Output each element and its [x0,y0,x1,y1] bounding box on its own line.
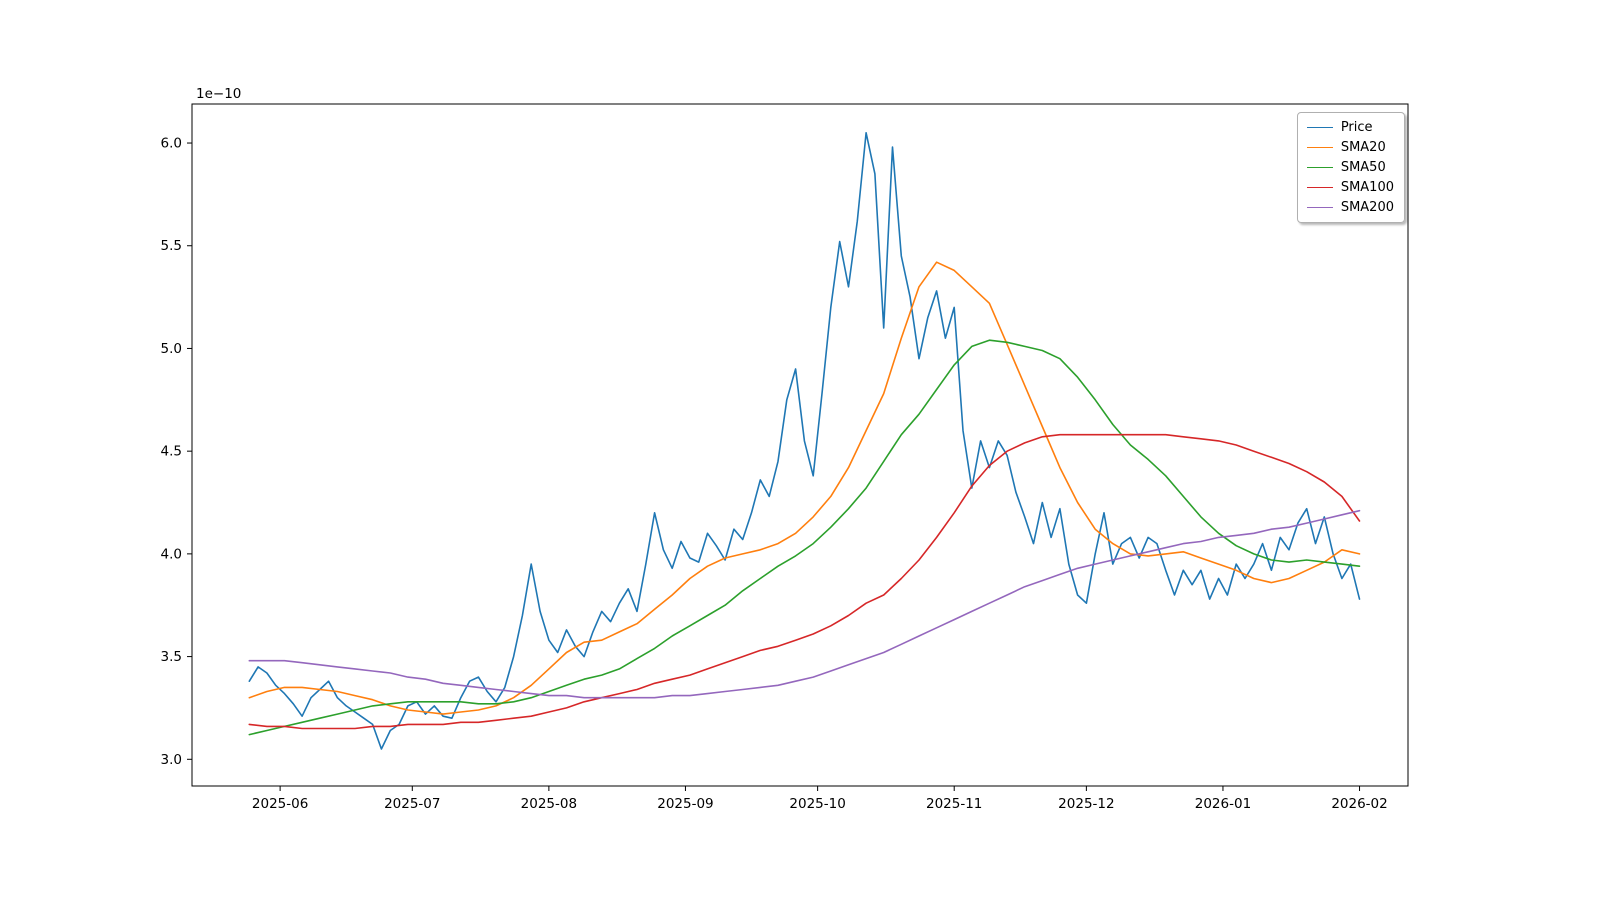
legend-item-sma50: SMA50 [1306,159,1394,176]
axis-ticks-layer: 3.0 3.5 4.0 4.5 5.0 5.5 6.0 2025-06 2025-07 2025-… [161,136,1388,812]
legend-item-price: Price [1306,119,1394,136]
x-tick-label: 2025-09 [657,796,713,812]
y-tick-label: 4.0 [161,546,182,562]
legend-line-swatch-sma20 [1306,147,1333,148]
legend-label-sma100: SMA100 [1340,180,1394,195]
series-line-sma20 [248,261,1361,715]
y-tick-label: 5.5 [161,238,182,254]
legend-line-swatch-sma100 [1306,187,1333,188]
legend-item-sma200: SMA200 [1306,199,1394,216]
legend-line-swatch-price [1306,127,1333,128]
legend-label-sma20: SMA20 [1340,140,1386,155]
y-tick-label: 3.0 [161,752,182,768]
legend-item-sma100: SMA100 [1306,179,1394,196]
x-tick-label: 2025-07 [384,796,440,812]
series-line-sma200 [248,509,1361,699]
y-tick-label: 6.0 [161,136,182,152]
x-tick-label: 2025-06 [252,796,308,812]
x-tick-label: 2025-10 [789,796,845,812]
axes-frame [191,103,1409,787]
legend-line-swatch-sma200 [1306,207,1333,208]
x-tick-label: 2025-08 [521,796,577,812]
y-tick-label: 3.5 [161,649,182,665]
legend: Price SMA20 SMA50 SMA100 SMA200 [1296,112,1405,223]
x-tick-label: 2026-01 [1195,796,1251,812]
series-line-price [248,132,1361,750]
series-lines-layer [248,132,1361,750]
series-line-sma50 [248,339,1361,736]
legend-item-sma20: SMA20 [1306,139,1394,156]
x-tick-label: 2025-12 [1058,796,1114,812]
y-tick-label: 5.0 [161,341,182,357]
x-tick-label: 2026-02 [1331,796,1387,812]
legend-label-price: Price [1340,120,1373,135]
y-axis-offset-label: 1e−10 [196,86,242,102]
legend-line-swatch-sma50 [1306,167,1333,168]
y-tick-label: 4.5 [161,444,182,460]
x-tick-label: 2025-11 [926,796,982,812]
legend-label-sma200: SMA200 [1340,200,1394,215]
legend-label-sma50: SMA50 [1340,160,1386,175]
series-line-sma100 [248,433,1361,730]
